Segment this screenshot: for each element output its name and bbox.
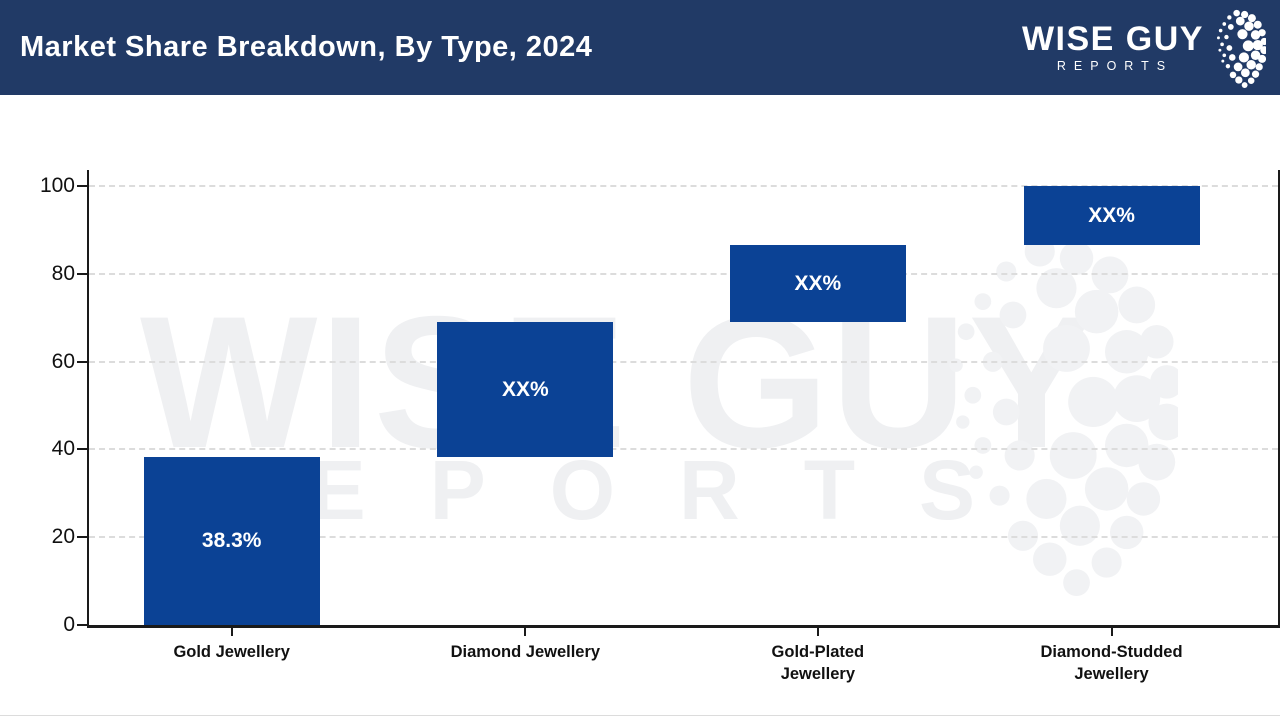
gridline-80 — [89, 272, 1278, 275]
y-axis-tick-40 — [77, 448, 87, 451]
bar-value-label-2: XX% — [794, 272, 842, 296]
bar-value-label-0: 38.3% — [201, 529, 262, 553]
x-axis-tick-0 — [230, 628, 233, 636]
x-axis-tick-1 — [524, 628, 527, 636]
y-axis-tick-20 — [77, 536, 87, 539]
y-axis-tick-100 — [77, 185, 87, 187]
x-axis-label-1: Diamond Jewellery — [450, 643, 601, 661]
y-axis-tick-60 — [77, 360, 87, 363]
page-title: Market Share Breakdown, By Type, 2024 — [20, 31, 593, 63]
x-axis-label-0: Gold Jewellery — [173, 643, 290, 661]
y-axis-label-40: 40 — [51, 437, 75, 461]
header-bar: Market Share Breakdown, By Type, 2024 WI… — [0, 0, 1280, 95]
wiseguy-logo: WISE GUY REPORTS — [1022, 8, 1266, 88]
x-axis-label-3: Diamond-Studded Jewellery — [1040, 643, 1183, 684]
logo-text-block: WISE GUY REPORTS — [1022, 22, 1204, 73]
y-axis-label-0: 0 — [63, 613, 75, 636]
bar-0: 38.3% — [143, 456, 320, 625]
chart-plot-area: 0 20 40 60 80 100 38.3% XX% XX% XX% Gold Jewellery… — [40, 170, 1280, 683]
y-axis-label-60: 60 — [51, 349, 75, 373]
y-axis-tick-80 — [77, 272, 87, 275]
x-axis-tick-2 — [816, 628, 819, 636]
gridline-60 — [89, 360, 1278, 363]
bar-2: XX% — [729, 245, 906, 323]
gridline-20 — [89, 536, 1278, 539]
y-axis-label-100: 100 — [39, 174, 75, 197]
x-axis-tick-3 — [1110, 628, 1113, 636]
bar-value-label-1: XX% — [502, 377, 549, 401]
x-axis-label-2: Gold-Plated Jewellery — [771, 643, 865, 684]
bar-1: XX% — [437, 322, 614, 457]
bar-value-label-3: XX% — [1088, 204, 1135, 228]
logo-wordmark: WISE GUY — [1021, 20, 1204, 59]
bar-3: XX% — [1023, 186, 1200, 246]
y-axis-label-20: 20 — [51, 525, 75, 549]
gridline-40 — [89, 448, 1278, 451]
logo-subtitle: REPORTS — [1056, 59, 1174, 74]
y-axis-tick-0 — [77, 624, 87, 626]
y-axis-label-80: 80 — [51, 261, 75, 285]
watermark-text: WISE GUY — [140, 277, 1097, 487]
gridline-100 — [89, 185, 1278, 187]
bottom-hairline — [0, 715, 1280, 716]
